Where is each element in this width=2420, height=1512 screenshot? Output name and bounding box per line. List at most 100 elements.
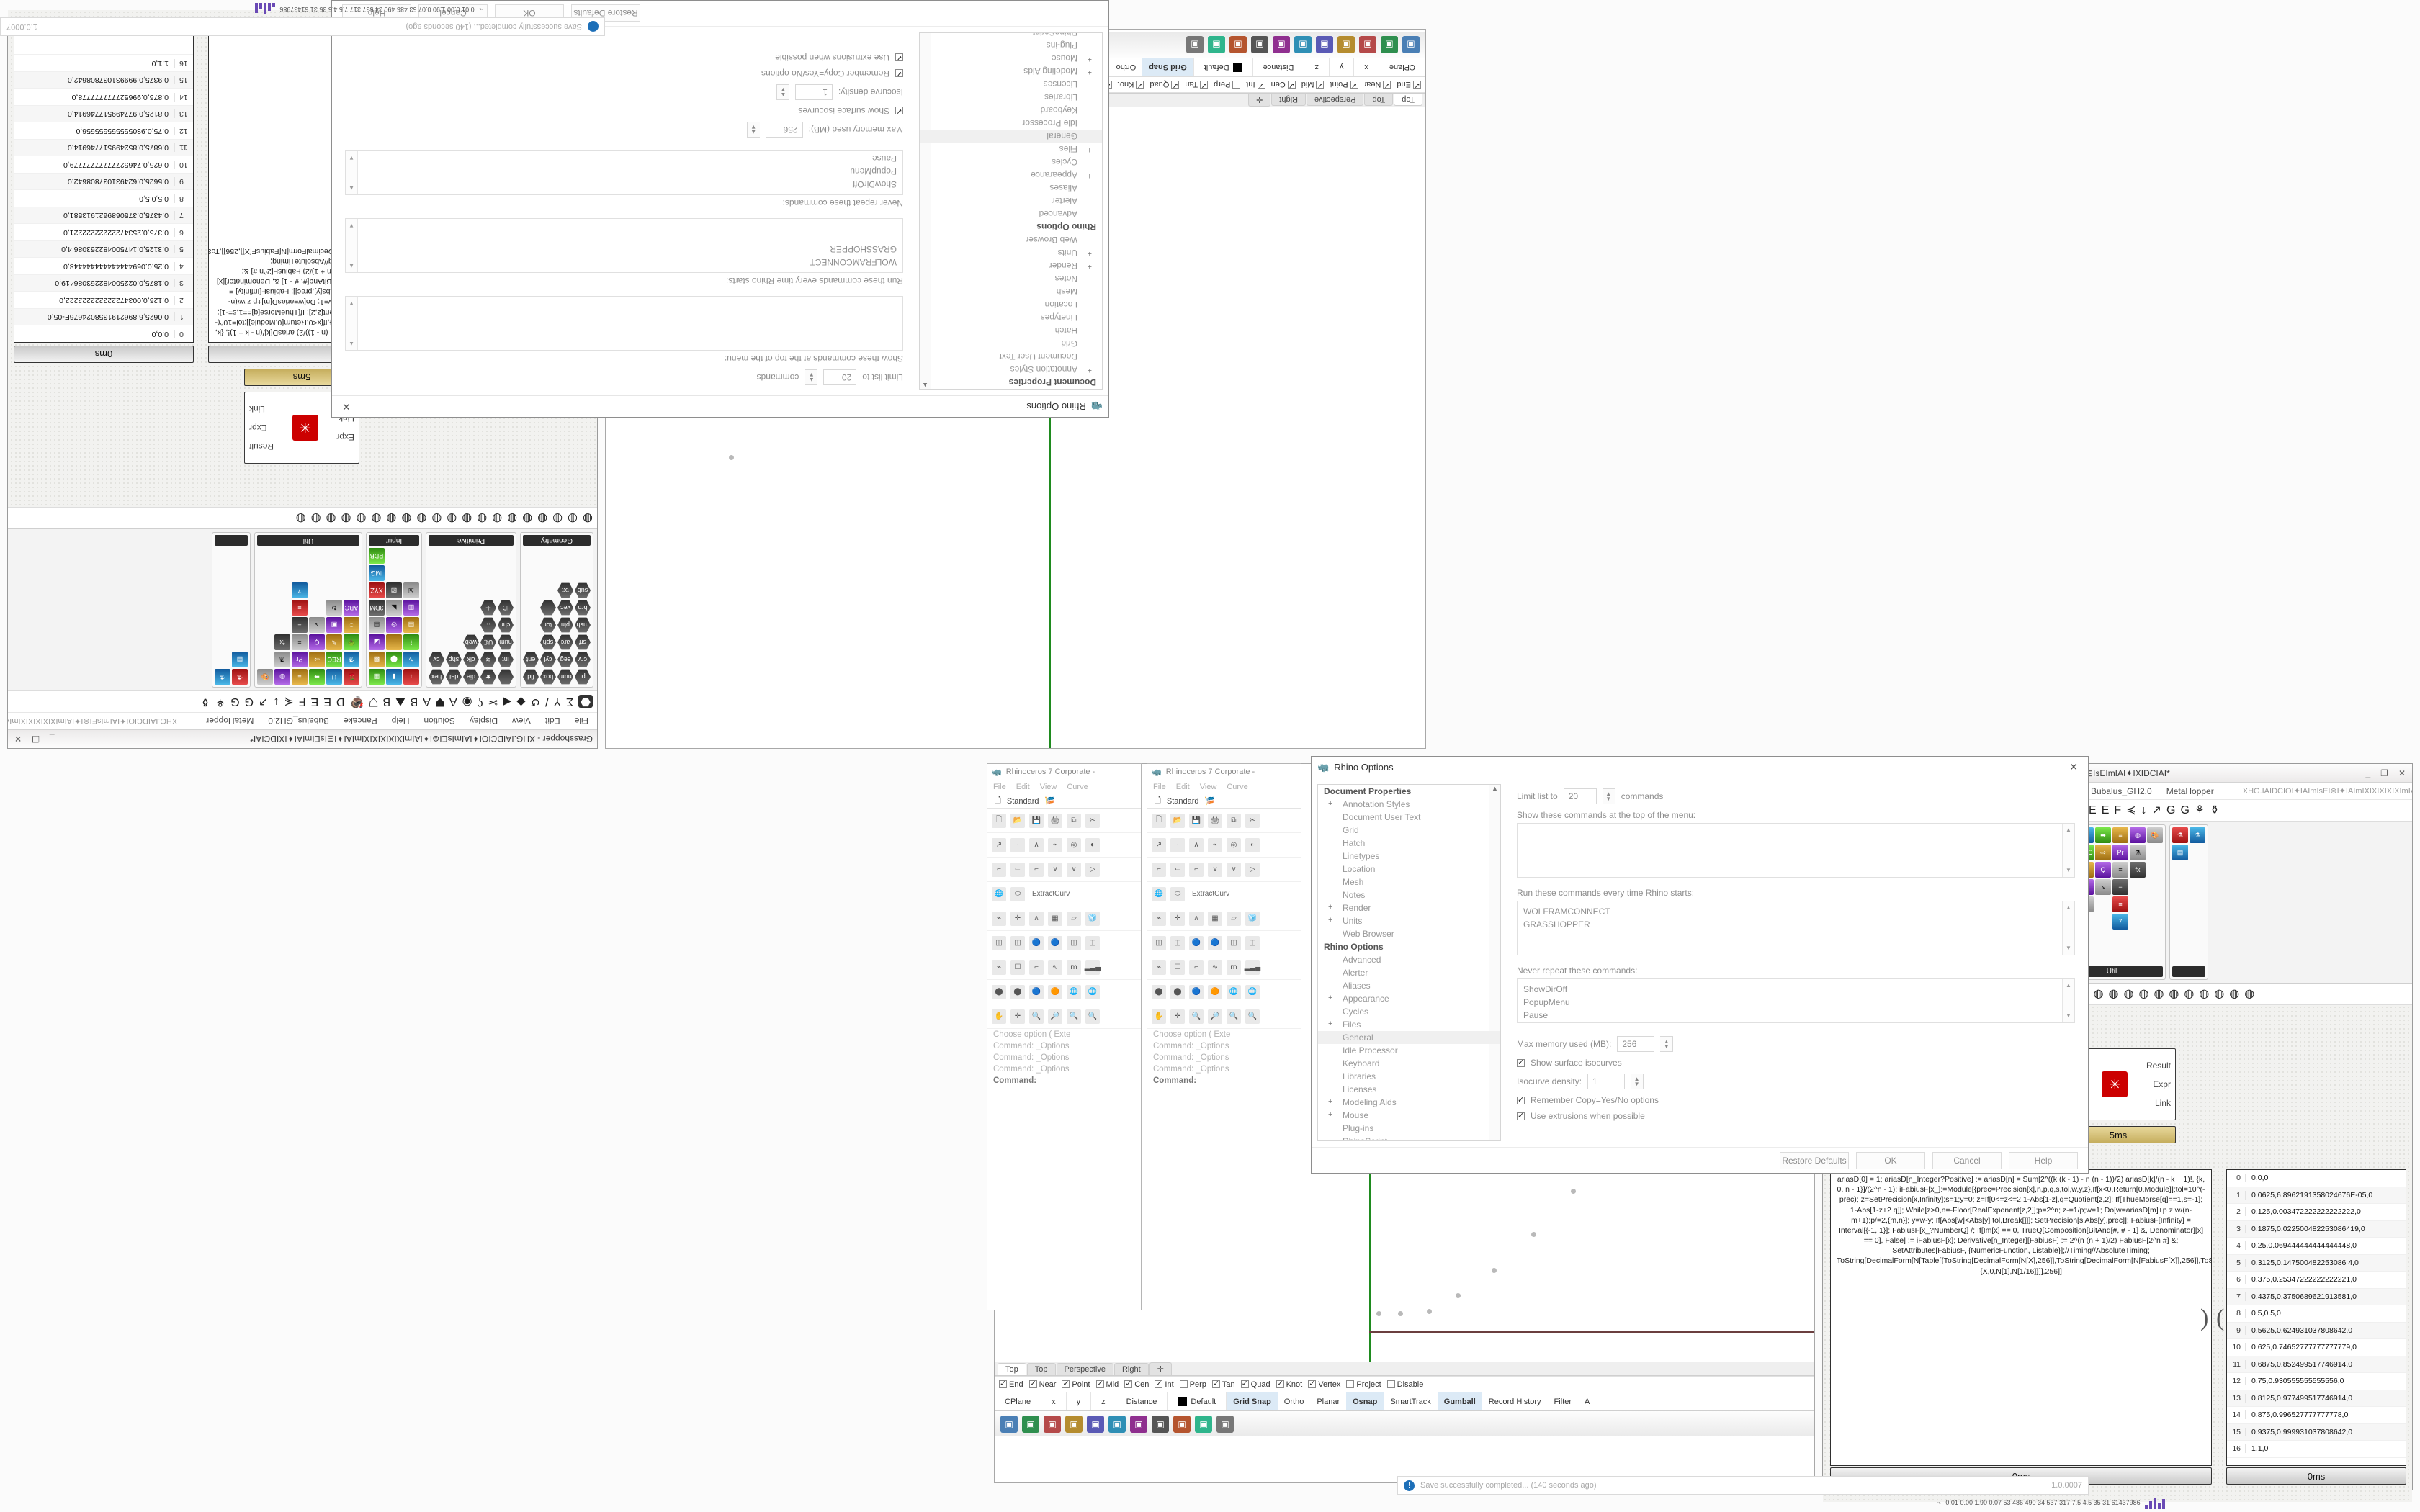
gh-tab-1[interactable]: Σ bbox=[566, 696, 574, 708]
component-icon--[interactable]: ▣ bbox=[326, 617, 342, 633]
doc-icon[interactable]: ◍ bbox=[2108, 987, 2119, 1000]
tool-icon-8-0[interactable]: ✋ bbox=[992, 1009, 1006, 1024]
publish-icon[interactable]: ◍ bbox=[462, 512, 472, 525]
tree-item-files[interactable]: Files + bbox=[1328, 1020, 1361, 1030]
gh-tab-25[interactable]: G bbox=[2166, 804, 2176, 816]
toggle-record-history[interactable]: Record History bbox=[1488, 1397, 1541, 1406]
viewport-tab-perspective-2[interactable]: Perspective bbox=[1056, 1363, 1113, 1375]
component-icon-bool[interactable] bbox=[498, 669, 514, 685]
expand-icon[interactable]: + bbox=[1087, 171, 1092, 180]
osnap-perp[interactable]: Perp bbox=[1214, 81, 1241, 89]
osnap-disable[interactable]: Disable bbox=[1386, 1380, 1423, 1389]
tool-icon-1-3[interactable]: ⌁ bbox=[1048, 837, 1062, 852]
question-icon[interactable]: ◍ bbox=[401, 512, 412, 525]
tool-icon-4-1[interactable]: ✛ bbox=[1010, 911, 1025, 926]
scrollbar[interactable]: ▲ ▼ bbox=[2062, 901, 2074, 955]
save-icon[interactable]: ◍ bbox=[568, 512, 578, 525]
tool-icon-0-0[interactable]: 🗋 bbox=[992, 813, 1006, 828]
gh-tab-11[interactable]: ⛊ bbox=[435, 696, 444, 708]
tool-icon-8-2[interactable]: 🔍 bbox=[1189, 1009, 1204, 1024]
checkbox[interactable] bbox=[1257, 81, 1265, 89]
tree-item-rhinoscript[interactable]: RhinoScript bbox=[1343, 1136, 1388, 1141]
osnap-point[interactable]: Point bbox=[1330, 81, 1358, 89]
component-icon-msh[interactable]: msh bbox=[575, 617, 591, 633]
tool-icon-1-4[interactable]: ◎ bbox=[1067, 837, 1081, 852]
scrollbar[interactable]: ▲ ▼ bbox=[346, 151, 358, 194]
osnap-knot[interactable]: Knot bbox=[1276, 1379, 1302, 1389]
command-prompt[interactable]: Command: bbox=[1153, 1076, 1197, 1085]
component-icon--[interactable]: ≡ bbox=[292, 617, 308, 633]
tool-icon-3-2[interactable]: ExtractCurv bbox=[1032, 890, 1070, 898]
camera-icon[interactable]: ▣ bbox=[1130, 1415, 1147, 1433]
gh-tab-4[interactable]: ↺ bbox=[530, 696, 541, 708]
toolbar-row-5[interactable]: ◫ ◫ 🔵 🔵 ◫ ◫ bbox=[987, 931, 1141, 955]
toggle-a[interactable]: A bbox=[1585, 1397, 1590, 1406]
component-icon-3dm[interactable]: 3DM bbox=[369, 600, 385, 616]
toggle-ortho[interactable]: Ortho bbox=[1116, 63, 1137, 72]
menu-display[interactable]: Display bbox=[469, 716, 498, 726]
output-expr[interactable]: Expr bbox=[249, 423, 267, 433]
component-icon--[interactable]: ↘ bbox=[309, 617, 325, 633]
tree-item-grid[interactable]: Grid bbox=[1061, 338, 1077, 348]
isodensity-input[interactable]: 1 bbox=[794, 84, 833, 100]
tree-item-render[interactable]: Render + bbox=[1328, 903, 1371, 913]
tool-icon-1-2[interactable]: ∧ bbox=[1189, 837, 1204, 852]
teal-icon[interactable]: ◍ bbox=[2199, 987, 2210, 1000]
output-expr[interactable]: Expr bbox=[2153, 1079, 2171, 1089]
tool-icon-1-5[interactable]: ◐ bbox=[1085, 837, 1100, 852]
viewport-tab-top-1[interactable]: Top bbox=[1026, 1363, 1056, 1375]
osnap-mid[interactable]: Mid bbox=[1301, 81, 1325, 89]
tree-item-alerter[interactable]: Alerter bbox=[1343, 968, 1368, 978]
checkbox[interactable] bbox=[1095, 1379, 1104, 1388]
toolbar-row-2[interactable]: ⌐ ⌙ ⌐ ∨ ∨ ▷ bbox=[1147, 858, 1301, 882]
cluster-icon[interactable]: ◍ bbox=[477, 512, 488, 525]
screen-icon[interactable]: ▣ bbox=[1000, 1415, 1018, 1433]
toolbar-row-4[interactable]: ⌁ ✛ ∧ ▦ ▱ 🧊 bbox=[987, 906, 1141, 931]
toolbar-row-7[interactable]: ⬤ ⬤ 🔵 🟠 🌐 🌐 bbox=[987, 980, 1141, 1004]
checkbox[interactable] bbox=[1517, 1111, 1525, 1120]
gh-tab-18[interactable]: D bbox=[336, 696, 345, 708]
osnap-vertex[interactable]: Vertex bbox=[1308, 1379, 1340, 1389]
gha-icon[interactable]: ◍ bbox=[447, 512, 457, 525]
menu-help[interactable]: Help bbox=[391, 716, 410, 726]
component-icon--[interactable]: ≋ bbox=[480, 652, 496, 667]
osnap-int[interactable]: Int bbox=[1155, 1379, 1174, 1389]
wire-icon[interactable]: ◍ bbox=[371, 512, 382, 525]
gh-tab-16[interactable]: ⛉ bbox=[369, 696, 378, 708]
isodensity-spinner[interactable]: ▲ ▼ bbox=[776, 84, 789, 100]
tool-icon-2-5[interactable]: ▷ bbox=[1245, 862, 1260, 877]
menu-curve[interactable]: Curve bbox=[1227, 783, 1248, 791]
tool-icon-1-2[interactable]: ∧ bbox=[1029, 837, 1044, 852]
expand-icon[interactable]: + bbox=[1328, 916, 1333, 924]
tree-item-keyboard[interactable]: Keyboard bbox=[1040, 105, 1077, 115]
tool-icon-1-3[interactable]: ⌁ bbox=[1208, 837, 1222, 852]
rhino-options-dialog[interactable]: 🦏 Rhino Options ✕ ▲ Document Properties An… bbox=[1311, 756, 2089, 1174]
expand-icon[interactable]: + bbox=[1328, 903, 1333, 912]
viewport-point-6[interactable] bbox=[1571, 1189, 1576, 1194]
component-icon-chr[interactable]: chr bbox=[498, 617, 514, 633]
ruby-icon[interactable]: ◍ bbox=[356, 512, 367, 525]
remember-check-row[interactable]: Remember Copy=Yes/No options bbox=[1517, 1095, 2075, 1105]
toolbar-row-4[interactable]: ⌁ ✛ ∧ ▦ ▱ 🧊 bbox=[1147, 906, 1301, 931]
menu-curve[interactable]: Curve bbox=[1067, 783, 1088, 791]
orange-icon[interactable]: ◍ bbox=[2229, 987, 2240, 1000]
green-icon[interactable]: ◍ bbox=[326, 512, 336, 525]
tree-item-modeling-aids[interactable]: Modeling Aids + bbox=[1328, 1097, 1397, 1107]
menu-pancake[interactable]: Pancake bbox=[344, 716, 377, 726]
tree-item-mesh[interactable]: Mesh bbox=[1343, 877, 1364, 887]
gh-toolbar-mirror[interactable]: ◍ ◍ ◍ ◍ ◍ ◍ ◍ ◍ ◍ ◍ ◍ ◍ ◍ ◍ ◍ ◍ ◍ ◍ ◍ ◍ bbox=[8, 507, 597, 528]
toolbar-row-8[interactable]: ✋ ✛ 🔍 🔎 🔍 🔍 bbox=[987, 1004, 1141, 1029]
component-icon-pr[interactable]: Pr bbox=[292, 652, 308, 667]
question-icon[interactable]: ◍ bbox=[2138, 987, 2149, 1000]
gh-tab-5[interactable]: ◆ bbox=[516, 696, 526, 708]
osnap-quad[interactable]: Quad bbox=[1240, 1379, 1270, 1389]
menu-edit[interactable]: Edit bbox=[1175, 783, 1190, 791]
gh-tab-27[interactable]: ⚘ bbox=[215, 696, 226, 708]
maxmem-input[interactable]: 256 bbox=[765, 122, 803, 138]
checkbox[interactable] bbox=[1240, 1379, 1249, 1388]
tool-icon-4-2[interactable]: ∧ bbox=[1029, 911, 1044, 926]
gh-tab-21[interactable]: F bbox=[298, 696, 306, 708]
never-list[interactable]: ShowDirOff PopupMenu Pause ▲ ▼ bbox=[345, 150, 903, 195]
standard-tab-row[interactable]: 🗋 Standard 🎏 bbox=[1147, 794, 1301, 809]
tool-icon-2-4[interactable]: ∨ bbox=[1067, 862, 1081, 877]
